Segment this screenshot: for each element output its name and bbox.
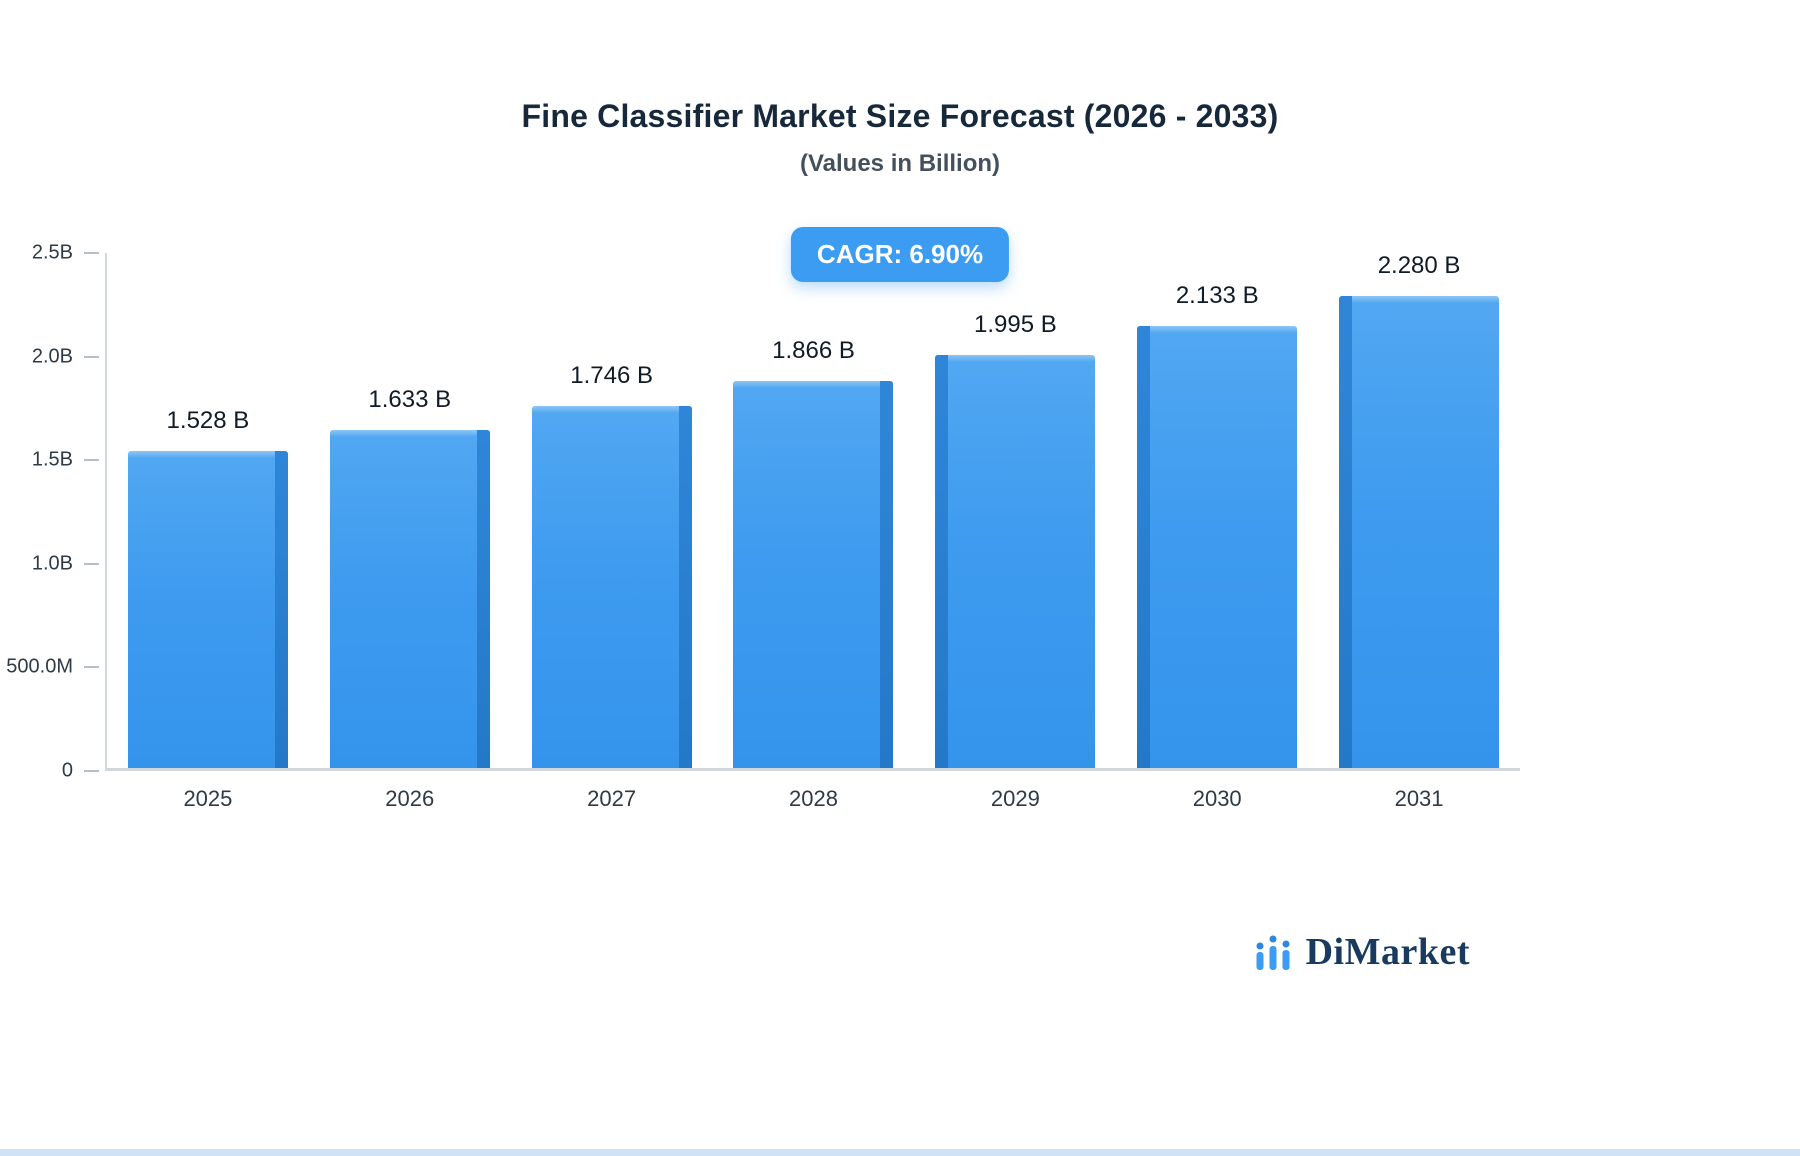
- brand-logo: DiMarket: [1252, 930, 1470, 974]
- value-label: 1.528 B: [166, 407, 250, 435]
- value-label: 2.133 B: [1175, 282, 1259, 310]
- y-tick-label: 1.5B: [31, 448, 73, 471]
- bar-2026[interactable]: [329, 429, 490, 769]
- bar-2028[interactable]: [733, 381, 894, 768]
- y-tick-label: 2.5B: [31, 241, 73, 264]
- value-label: 1.995 B: [973, 310, 1057, 338]
- bar-slot: 1.995 B 2029: [914, 253, 1116, 811]
- bar-slot: 2.280 B 2031: [1318, 251, 1520, 811]
- bar-slot: 1.633 B 2026: [309, 253, 511, 811]
- brand-name: DiMarket: [1305, 931, 1470, 973]
- x-axis-label: 2027: [587, 786, 637, 811]
- bar-2030[interactable]: [1137, 326, 1298, 768]
- y-tick-mark: [84, 562, 99, 565]
- bar-slot: 1.528 B 2025: [107, 253, 309, 811]
- x-axis-label: 2030: [1192, 786, 1242, 811]
- x-axis-label: 2028: [789, 786, 838, 811]
- bar-2027[interactable]: [531, 406, 692, 768]
- y-tick-label: 500.0M: [6, 655, 73, 678]
- bar-2025[interactable]: [127, 451, 288, 768]
- value-label: 2.280 B: [1377, 251, 1461, 279]
- y-tick-mark: [84, 252, 99, 254]
- y-tick-mark: [84, 666, 99, 669]
- x-axis-label: 2029: [990, 786, 1040, 811]
- y-tick-mark: [84, 770, 99, 772]
- x-axis-label: 2031: [1394, 786, 1444, 811]
- bar-slot: 1.866 B 2028: [713, 253, 915, 811]
- value-label: 1.633 B: [368, 385, 452, 413]
- bar-slot: 1.746 B 2027: [511, 253, 713, 811]
- value-label: 1.866 B: [772, 337, 855, 365]
- y-tick-label: 2.0B: [31, 345, 73, 368]
- chart-subtitle: (Values in Billion): [799, 150, 1001, 177]
- value-label: 1.746 B: [570, 362, 653, 390]
- x-axis-label: 2025: [183, 786, 233, 811]
- x-axis-label: 2026: [385, 786, 435, 811]
- y-tick-label: 1.0B: [31, 552, 73, 575]
- dimarket-logo-icon: [1252, 930, 1296, 974]
- bar-slot: 2.133 B 2030: [1116, 253, 1318, 811]
- y-tick-label: 0: [61, 759, 73, 782]
- chart-title: Fine Classifier Market Size Forecast (20…: [521, 98, 1279, 134]
- y-axis: 2.5B 2.0B 1.5B 1.0B 500.0M 0: [0, 242, 105, 782]
- plot-area: 1.528 B 2025 1.633 B 2026 1.746 B 2027 1.866 B…: [105, 251, 1520, 811]
- cagr-badge: CAGR: 6.90%: [790, 227, 1010, 282]
- bar-2031[interactable]: [1339, 295, 1500, 769]
- y-tick-mark: [84, 355, 99, 358]
- y-tick-mark: [84, 459, 99, 462]
- bar-2029[interactable]: [935, 354, 1096, 769]
